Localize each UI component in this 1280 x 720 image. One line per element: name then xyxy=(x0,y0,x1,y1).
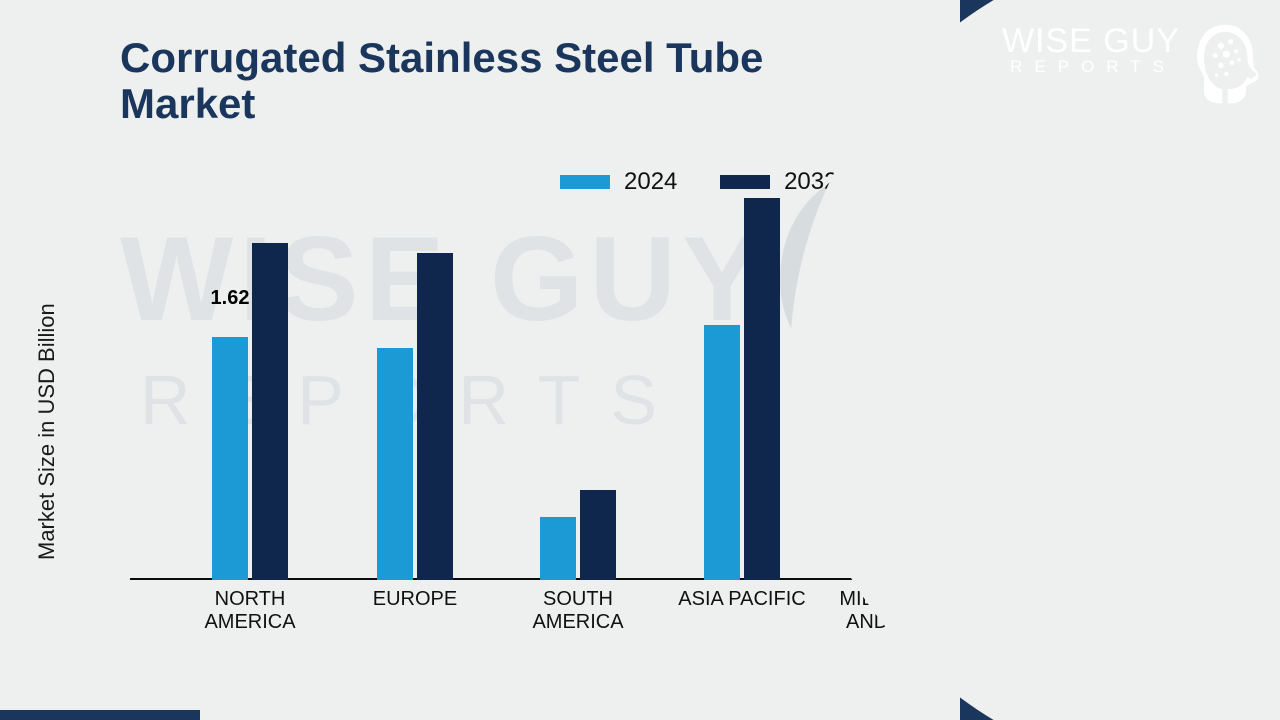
x-axis-label: ASIA PACIFIC xyxy=(672,580,812,611)
x-axis-label: NORTH AMERICA xyxy=(180,580,320,634)
bar-value-label: 1.62 xyxy=(211,287,250,310)
x-axis-label: EUROPE xyxy=(345,580,485,611)
right-panel xyxy=(960,0,1280,720)
bar xyxy=(744,198,780,581)
bar xyxy=(704,325,740,580)
bar xyxy=(212,337,248,580)
brand-logo: WISE GUY REPORTS xyxy=(1002,22,1260,106)
logo-head-icon xyxy=(1190,22,1260,106)
bar xyxy=(908,547,944,580)
chart: Market Size in USD Billion NORTH AMERICA… xyxy=(50,160,920,700)
bar xyxy=(417,253,453,580)
chart-stage: WISE GUY REPORTS Corrugated Stainless St… xyxy=(0,0,1280,720)
x-axis-label: MIDDLE EAST AND AFRICA xyxy=(836,580,976,634)
bar xyxy=(580,490,616,580)
right-fill xyxy=(960,0,1280,720)
chart-title: Corrugated Stainless Steel Tube Market xyxy=(120,35,820,127)
logo-line2: REPORTS xyxy=(1002,57,1180,77)
footer-accent-bar xyxy=(0,710,200,720)
y-axis-label: Market Size in USD Billion xyxy=(34,303,60,560)
bar xyxy=(868,558,904,581)
bar xyxy=(540,517,576,580)
bar xyxy=(377,348,413,581)
x-axis-label: SOUTH AMERICA xyxy=(508,580,648,634)
plot-area: NORTH AMERICAEUROPESOUTH AMERICAASIA PAC… xyxy=(130,160,920,580)
logo-line1: WISE GUY xyxy=(1002,22,1180,61)
bar xyxy=(252,243,288,581)
